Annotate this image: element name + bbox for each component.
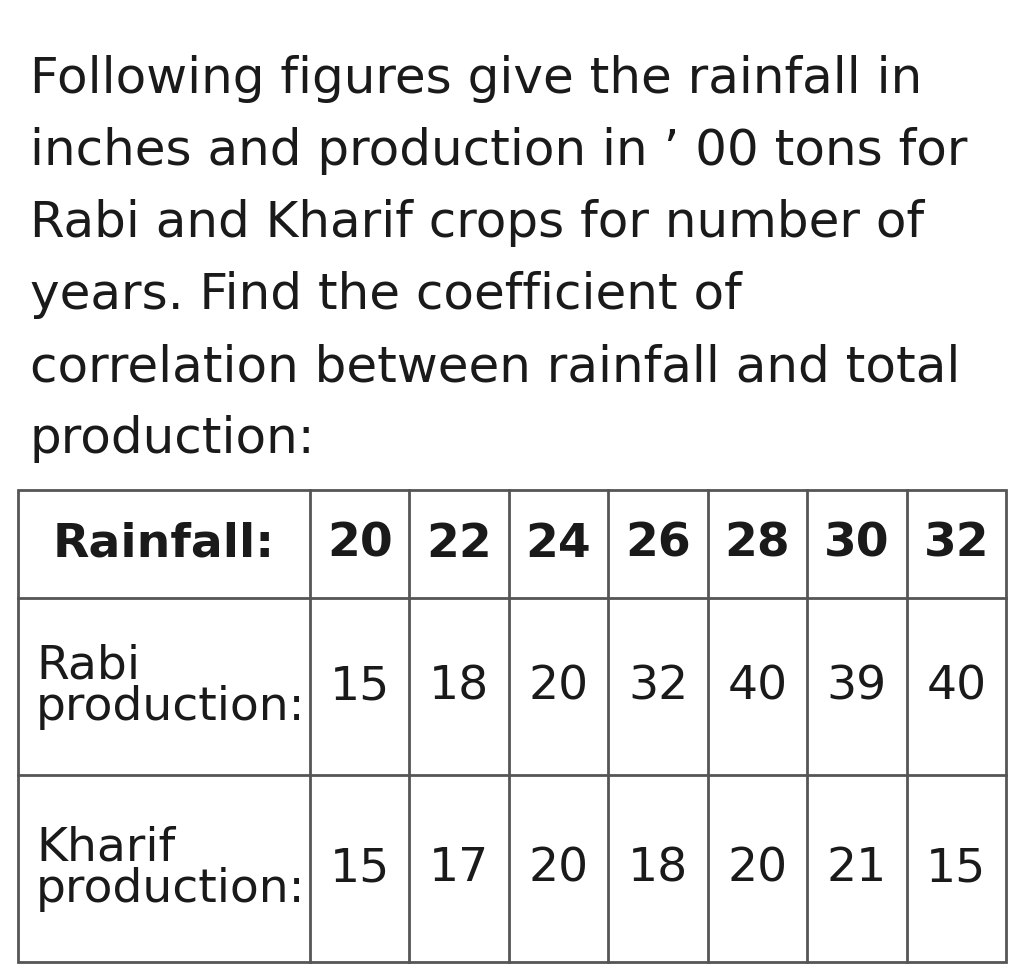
- Text: 30: 30: [824, 522, 890, 567]
- Bar: [18, 490, 1006, 962]
- Text: correlation between rainfall and total: correlation between rainfall and total: [30, 343, 961, 391]
- Text: 17: 17: [429, 846, 489, 891]
- Text: 40: 40: [927, 664, 986, 709]
- Text: 15: 15: [330, 664, 390, 709]
- Text: 28: 28: [725, 522, 791, 567]
- Text: 21: 21: [826, 846, 887, 891]
- Text: production:: production:: [36, 685, 305, 730]
- Text: inches and production in ’ 00 tons for: inches and production in ’ 00 tons for: [30, 127, 968, 175]
- Text: 15: 15: [330, 846, 390, 891]
- Text: 32: 32: [924, 522, 989, 567]
- Text: 20: 20: [528, 664, 589, 709]
- Text: Rainfall:: Rainfall:: [53, 522, 275, 567]
- Text: years. Find the coefficient of: years. Find the coefficient of: [30, 271, 741, 319]
- Text: 32: 32: [628, 664, 688, 709]
- Text: 15: 15: [926, 846, 986, 891]
- Text: 39: 39: [826, 664, 887, 709]
- Text: Rabi: Rabi: [36, 643, 140, 688]
- Text: 18: 18: [628, 846, 688, 891]
- Text: Following figures give the rainfall in: Following figures give the rainfall in: [30, 55, 923, 103]
- Text: 24: 24: [525, 522, 592, 567]
- Text: Kharif: Kharif: [36, 825, 175, 870]
- Text: production:: production:: [30, 415, 315, 463]
- Text: 26: 26: [625, 522, 691, 567]
- Text: 20: 20: [528, 846, 589, 891]
- Text: production:: production:: [36, 867, 305, 912]
- Text: Rabi and Kharif crops for number of: Rabi and Kharif crops for number of: [30, 199, 924, 247]
- Text: 22: 22: [426, 522, 492, 567]
- Text: 40: 40: [727, 664, 787, 709]
- Text: 20: 20: [727, 846, 787, 891]
- Text: 18: 18: [429, 664, 489, 709]
- Text: 20: 20: [327, 522, 392, 567]
